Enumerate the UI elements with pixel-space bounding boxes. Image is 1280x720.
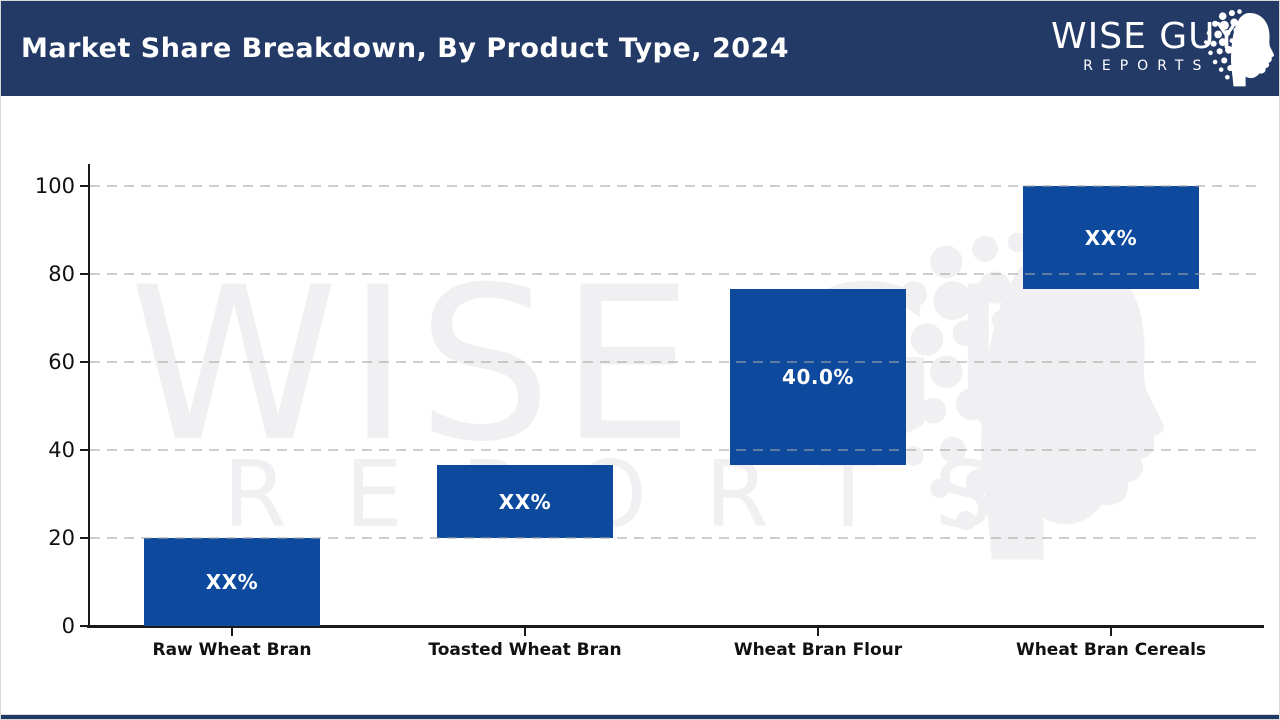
bar-value-label: XX% (498, 489, 552, 514)
logo-wordmark: WISE GUY (1051, 16, 1239, 57)
y-tick-label-20: 20 (48, 526, 75, 550)
x-tick-label-wheat-bran-cereals: Wheat Bran Cereals (1015, 640, 1207, 660)
bar-value-label: XX% (1084, 225, 1138, 250)
logo-dotted-face-icon (1204, 9, 1275, 87)
x-axis-line (87, 625, 1264, 628)
y-tick-mark-80 (80, 273, 88, 275)
bar-value-label: XX% (205, 570, 259, 594)
x-tick-mark (1110, 628, 1112, 636)
y-tick-label-60: 60 (48, 350, 75, 374)
header-band: Market Share Breakdown, By Product Type,… (1, 1, 1279, 96)
y-tick-label-40: 40 (48, 438, 75, 462)
y-gridline-40 (90, 449, 1263, 451)
y-gridline-20 (90, 537, 1263, 539)
bar-raw-wheat-bran: XX% (144, 538, 320, 626)
y-tick-mark-60 (80, 361, 88, 363)
bar-wheat-bran-flour: 40.0% (730, 289, 906, 466)
x-tick-label-wheat-bran-flour: Wheat Bran Flour (733, 640, 903, 660)
logo-text: WISE GUY REPORTS (1051, 17, 1239, 74)
x-tick-label-raw-wheat-bran: Raw Wheat Bran (152, 640, 312, 660)
bar-value-label: 40.0% (782, 365, 854, 390)
y-tick-mark-0 (80, 625, 88, 627)
watermark-wordmark: WISE GU (129, 241, 1113, 488)
bar-toasted-wheat-bran: XX% (437, 465, 613, 538)
y-tick-mark-40 (80, 449, 88, 451)
y-tick-label-100: 100 (34, 174, 75, 198)
x-tick-mark (817, 628, 819, 636)
y-gridline-80 (90, 273, 1263, 275)
y-tick-label-80: 80 (48, 262, 75, 286)
y-gridline-100 (90, 185, 1263, 187)
footer-band (1, 714, 1279, 719)
x-tick-mark (231, 628, 233, 636)
y-tick-label-0: 0 (61, 614, 75, 638)
y-tick-mark-20 (80, 537, 88, 539)
wise-guy-reports-logo: WISE GUY REPORTS (1021, 5, 1275, 93)
y-gridline-60 (90, 361, 1263, 363)
x-tick-mark (524, 628, 526, 636)
y-tick-mark-100 (80, 185, 88, 187)
chart-title: Market Share Breakdown, By Product Type,… (21, 33, 790, 64)
y-axis-line (88, 164, 90, 627)
watermark-reports-text: REPORTS (223, 441, 1051, 548)
logo-reports-text: REPORTS (1083, 57, 1211, 74)
x-tick-label-toasted-wheat-bran: Toasted Wheat Bran (428, 640, 622, 660)
